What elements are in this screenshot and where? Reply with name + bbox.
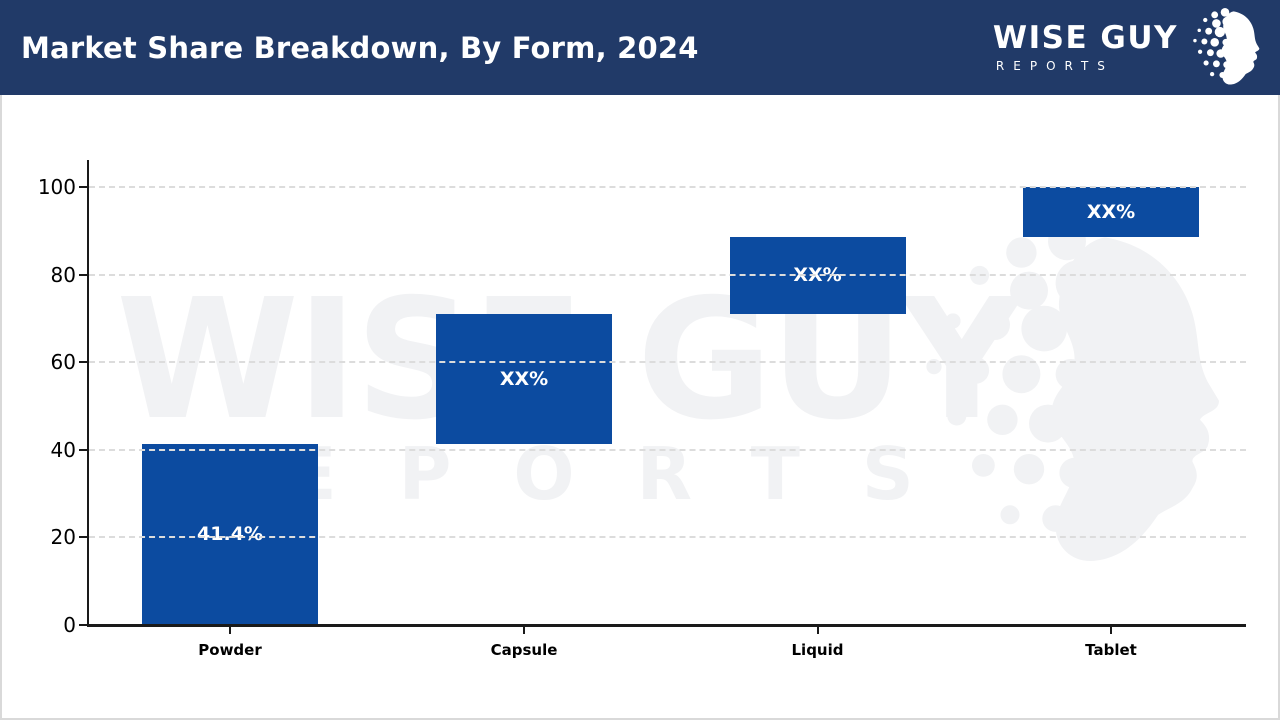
x-category-label-liquid: Liquid — [791, 641, 844, 659]
y-tick-label-0: 0 — [63, 613, 76, 637]
header-bar: Market Share Breakdown, By Form, 2024 WI… — [0, 0, 1280, 95]
y-tick-100 — [79, 186, 87, 188]
gridline-100 — [89, 186, 1246, 188]
y-tick-label-100: 100 — [37, 175, 76, 199]
gridline-40 — [89, 448, 1246, 451]
brand-logo: WISE GUY REPORTS — [993, 8, 1268, 87]
y-tick-label-20: 20 — [50, 525, 76, 550]
page-title: Market Share Breakdown, By Form, 2024 — [21, 30, 699, 65]
x-category-label-powder: Powder — [198, 641, 262, 659]
bar-tablet: XX% — [1023, 187, 1199, 237]
logo-text: WISE GUY REPORTS — [992, 19, 1178, 73]
y-tick-label-40: 40 — [50, 437, 76, 462]
gridline-20 — [89, 536, 1246, 539]
x-tick-tablet — [1110, 627, 1112, 634]
gridline-80 — [89, 273, 1246, 276]
x-category-label-tablet: Tablet — [1085, 641, 1137, 659]
x-category-label-capsule: Capsule — [490, 641, 558, 659]
x-axis-line — [87, 624, 1246, 627]
y-axis-line — [87, 160, 89, 627]
bar-value-label-powder: 41.4% — [197, 523, 263, 546]
y-tick-60 — [79, 361, 87, 364]
x-tick-liquid — [816, 627, 819, 634]
x-tick-powder — [229, 627, 231, 634]
y-tick-20 — [79, 536, 87, 539]
x-tick-capsule — [523, 627, 525, 634]
y-tick-label-60: 60 — [50, 350, 76, 375]
logo-tagline: REPORTS — [995, 58, 1114, 73]
y-tick-0 — [79, 624, 87, 626]
gridline-60 — [89, 361, 1246, 364]
bar-value-label-capsule: XX% — [499, 367, 549, 390]
logo-name: WISE GUY — [992, 19, 1178, 56]
y-tick-40 — [79, 448, 87, 451]
bar-powder: 41.4% — [142, 443, 318, 625]
y-tick-80 — [79, 273, 87, 276]
bar-capsule: XX% — [436, 313, 612, 444]
y-tick-label-80: 80 — [50, 262, 76, 287]
bar-value-label-tablet: XX% — [1086, 200, 1136, 223]
